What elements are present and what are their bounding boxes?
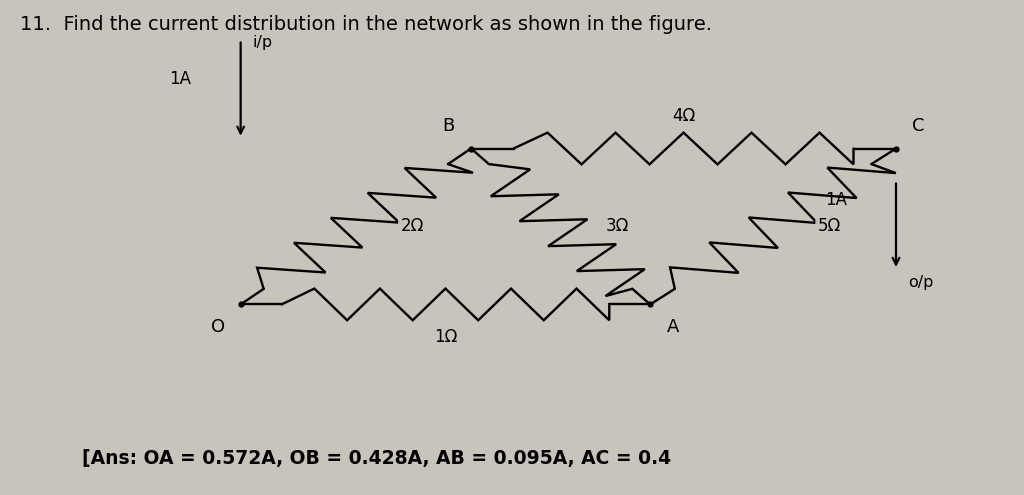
Text: i/p: i/p: [253, 35, 273, 50]
Text: 1A: 1A: [825, 192, 847, 209]
Text: B: B: [442, 117, 455, 135]
Text: 11.  Find the current distribution in the network as shown in the figure.: 11. Find the current distribution in the…: [20, 15, 713, 34]
Text: 5Ω: 5Ω: [818, 217, 841, 236]
Text: 2Ω: 2Ω: [400, 217, 424, 236]
Text: [Ans: OA = 0.572A, OB = 0.428A, AB = 0.095A, AC = 0.4: [Ans: OA = 0.572A, OB = 0.428A, AB = 0.0…: [82, 449, 671, 468]
Text: o/p: o/p: [908, 275, 934, 290]
Text: 4Ω: 4Ω: [672, 107, 695, 125]
Text: A: A: [667, 318, 679, 336]
Text: O: O: [211, 318, 225, 336]
Text: 1Ω: 1Ω: [434, 328, 457, 346]
Text: 3Ω: 3Ω: [605, 217, 629, 236]
Text: C: C: [912, 117, 925, 135]
Text: 1A: 1A: [170, 70, 191, 88]
